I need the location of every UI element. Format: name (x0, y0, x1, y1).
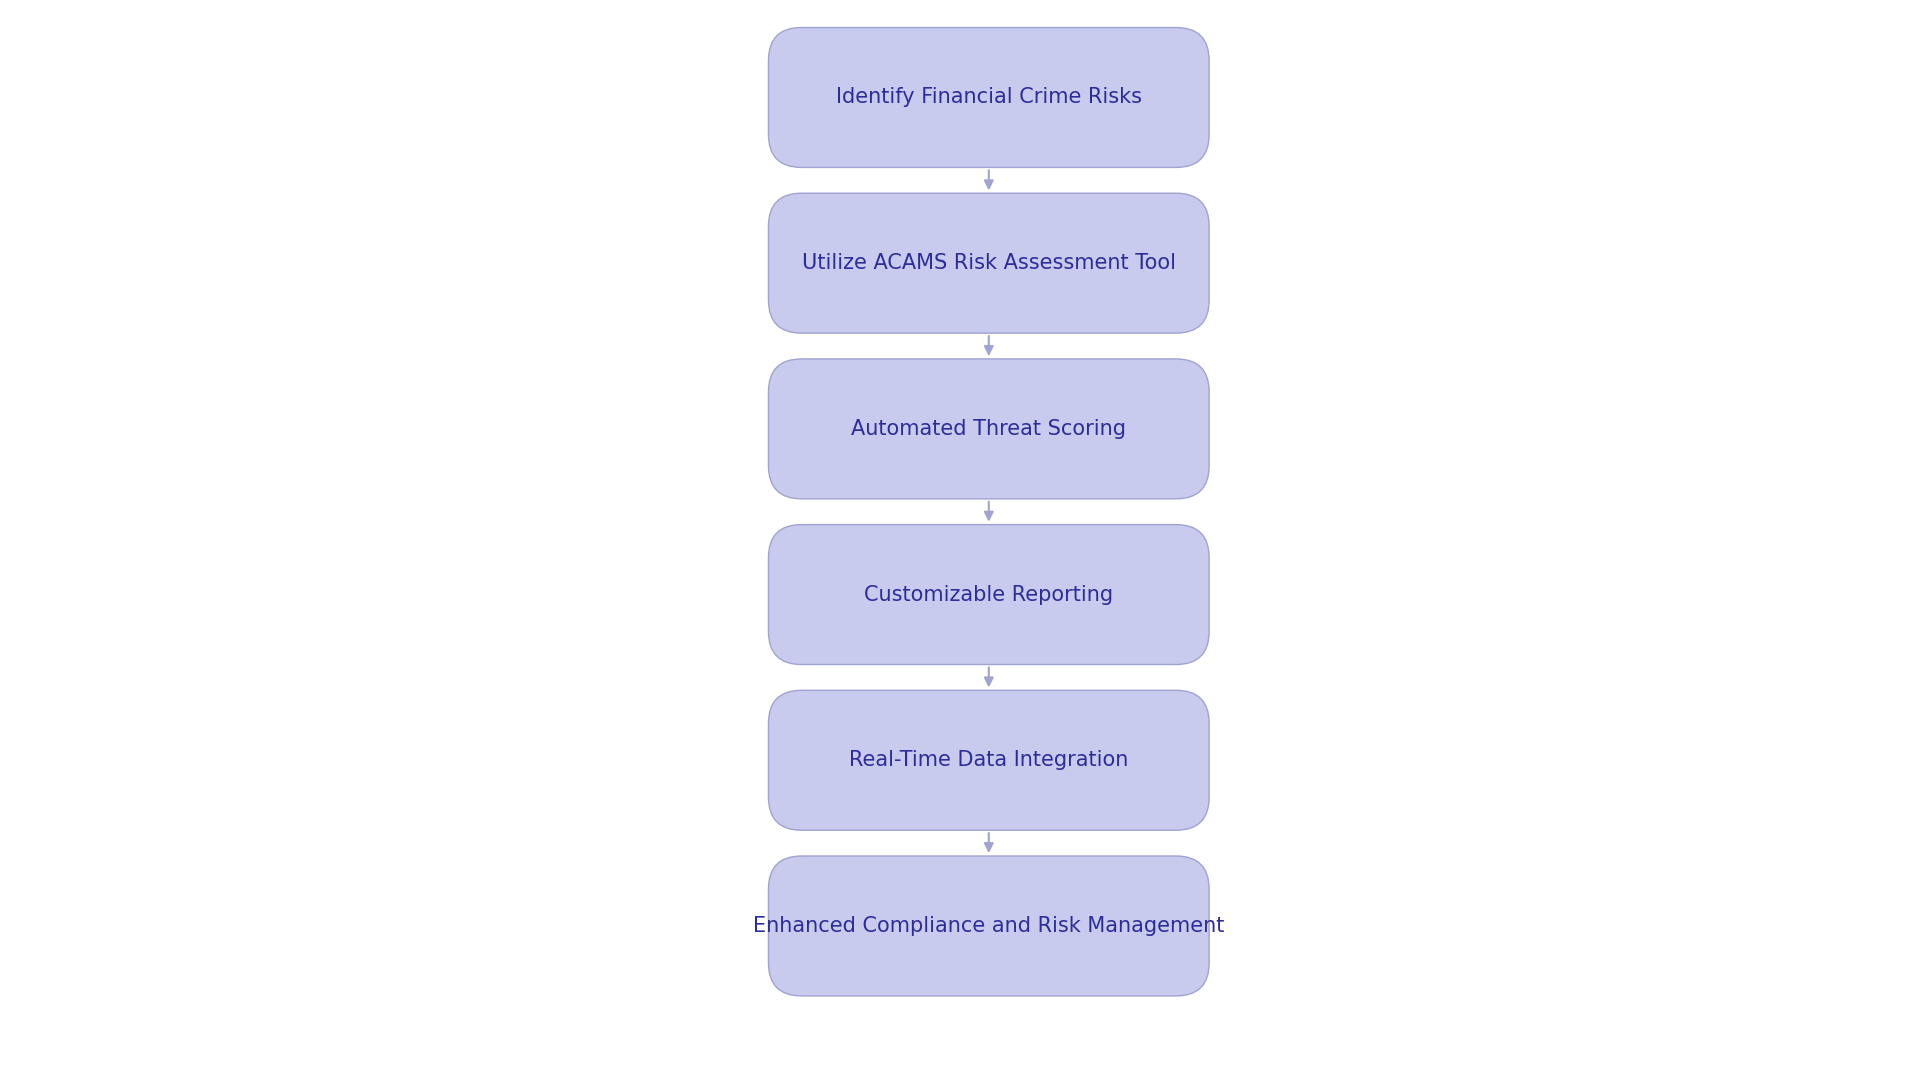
Text: Identify Financial Crime Risks: Identify Financial Crime Risks (835, 88, 1142, 107)
Text: Customizable Reporting: Customizable Reporting (864, 585, 1114, 604)
FancyBboxPatch shape (768, 193, 1210, 334)
FancyBboxPatch shape (768, 524, 1210, 665)
Text: Utilize ACAMS Risk Assessment Tool: Utilize ACAMS Risk Assessment Tool (803, 253, 1175, 273)
FancyBboxPatch shape (768, 690, 1210, 831)
Text: Automated Threat Scoring: Automated Threat Scoring (851, 419, 1127, 439)
Text: Real-Time Data Integration: Real-Time Data Integration (849, 751, 1129, 770)
FancyBboxPatch shape (768, 358, 1210, 499)
FancyBboxPatch shape (768, 856, 1210, 996)
Text: Enhanced Compliance and Risk Management: Enhanced Compliance and Risk Management (753, 916, 1225, 936)
FancyBboxPatch shape (768, 27, 1210, 168)
